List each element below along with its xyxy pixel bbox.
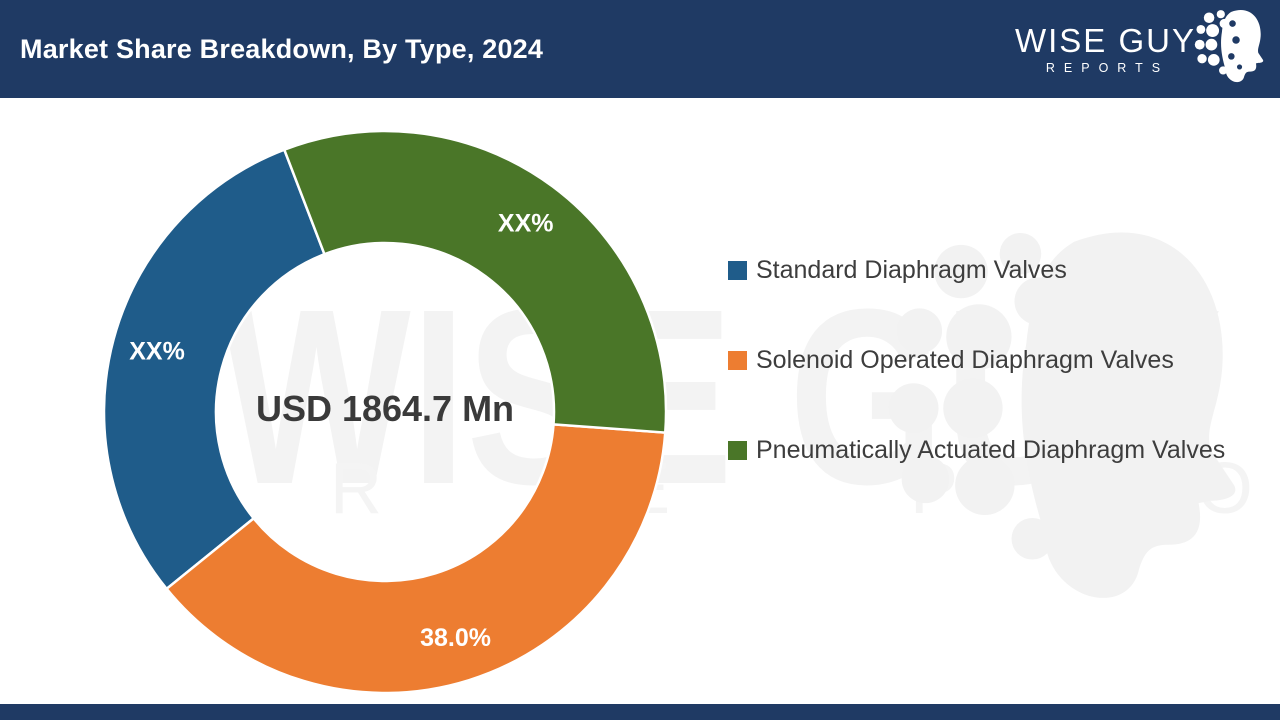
donut-slice bbox=[102, 148, 327, 591]
donut-chart: XX% 38.0% XX% bbox=[102, 129, 668, 695]
watermark-face-icon bbox=[872, 210, 1252, 635]
chart-legend: Standard Diaphragm Valves Solenoid Opera… bbox=[728, 255, 1226, 464]
donut-slice bbox=[282, 129, 668, 434]
legend-label: Standard Diaphragm Valves bbox=[756, 255, 1067, 284]
slice-value-label: XX% bbox=[129, 338, 185, 366]
donut-slice bbox=[164, 423, 667, 695]
legend-item: Standard Diaphragm Valves bbox=[728, 255, 1225, 284]
slice-value-label: XX% bbox=[498, 209, 554, 237]
legend-label: Pneumatically Actuated Diaphragm Valves bbox=[756, 435, 1226, 464]
footer-bar bbox=[0, 704, 1280, 720]
brand-subtitle: REPORTS bbox=[1045, 60, 1170, 75]
legend-swatch-orange bbox=[728, 350, 747, 370]
legend-label: Solenoid Operated Diaphragm Valves bbox=[756, 345, 1174, 374]
legend-swatch-blue bbox=[728, 260, 747, 280]
brand-name: WISE GUY bbox=[1014, 21, 1196, 59]
face-profile-icon bbox=[1190, 6, 1268, 93]
legend-swatch-green bbox=[728, 440, 747, 460]
brand-logo: WISE GUY REPORTS bbox=[1015, 6, 1268, 92]
donut-center-value: USD 1864.7 Mn bbox=[255, 388, 515, 429]
brand-logo-text: WISE GUY REPORTS bbox=[1015, 24, 1196, 75]
legend-item: Solenoid Operated Diaphragm Valves bbox=[728, 345, 1225, 374]
header-bar: Market Share Breakdown, By Type, 2024 WI… bbox=[0, 0, 1280, 98]
page-title: Market Share Breakdown, By Type, 2024 bbox=[20, 33, 544, 64]
legend-item: Pneumatically Actuated Diaphragm Valves bbox=[728, 435, 1226, 464]
slice-value-label: 38.0% bbox=[420, 624, 491, 652]
